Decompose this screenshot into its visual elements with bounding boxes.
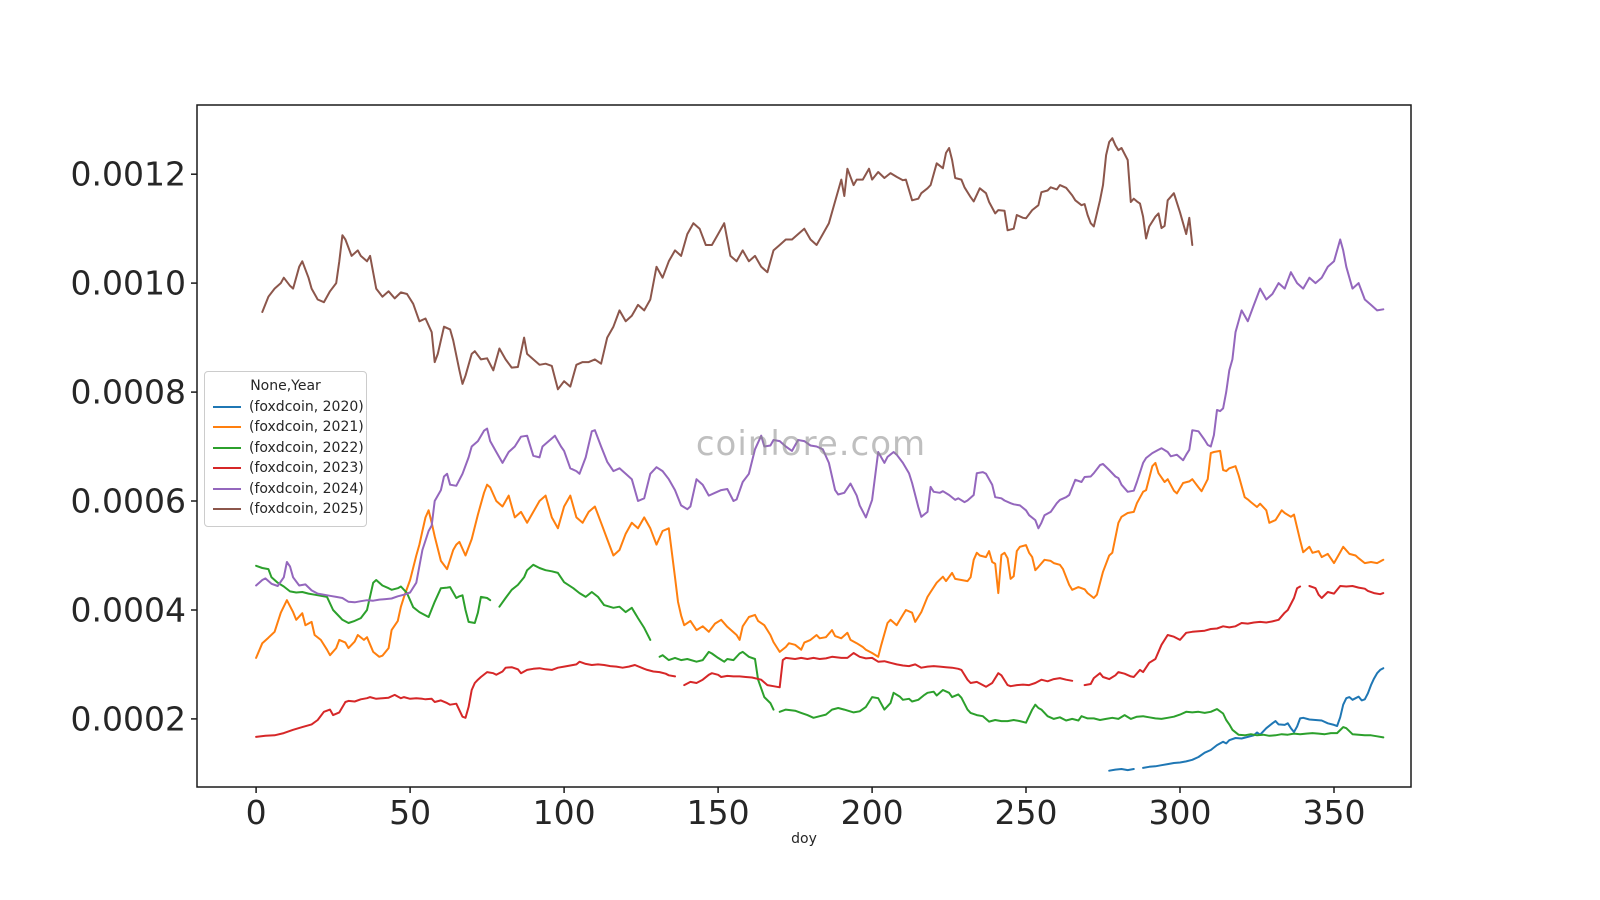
x-tick-label: 0 bbox=[246, 793, 267, 832]
series-line-2023 bbox=[255, 660, 676, 738]
series-line-2023 bbox=[1083, 585, 1302, 687]
y-tick-label: 0.0010 bbox=[71, 264, 186, 303]
watermark-text: coinlore.com bbox=[695, 424, 927, 464]
x-tick-label: 100 bbox=[533, 793, 596, 832]
y-tick-label: 0.0012 bbox=[71, 155, 186, 194]
legend: None,Year (foxdcoin, 2020) (foxdcoin, 202… bbox=[204, 371, 367, 527]
x-tick-label: 200 bbox=[841, 793, 904, 832]
series-line-2022 bbox=[778, 689, 1385, 739]
legend-label: (foxdcoin, 2023) bbox=[249, 460, 364, 476]
legend-label: (foxdcoin, 2022) bbox=[249, 439, 364, 456]
series-line-2025 bbox=[261, 137, 1194, 391]
legend-item-2020: (foxdcoin, 2020) bbox=[213, 397, 364, 418]
legend-label: (foxdcoin, 2020) bbox=[249, 398, 364, 415]
legend-line-swatch-2021 bbox=[213, 426, 241, 429]
legend-item-2024: (foxdcoin, 2024) bbox=[213, 479, 364, 500]
series-line-2024 bbox=[255, 238, 1385, 604]
legend-item-2021: (foxdcoin, 2021) bbox=[213, 417, 364, 438]
series-line-2022 bbox=[658, 650, 775, 711]
series-line-2022 bbox=[498, 563, 652, 641]
legend-item-2023: (foxdcoin, 2023) bbox=[213, 458, 364, 479]
x-tick-label: 300 bbox=[1149, 793, 1212, 832]
legend-line-swatch-2025 bbox=[213, 508, 241, 511]
x-tick-label: 150 bbox=[687, 793, 750, 832]
legend-line-swatch-2023 bbox=[213, 467, 241, 470]
y-tick-label: 0.0006 bbox=[71, 482, 186, 521]
series-line-2023 bbox=[683, 652, 1074, 689]
series-line-2022 bbox=[255, 564, 492, 624]
series-line-2020 bbox=[1142, 667, 1385, 769]
series-line-2020 bbox=[1108, 768, 1135, 772]
x-tick-label: 50 bbox=[389, 793, 431, 832]
y-tick-label: 0.0002 bbox=[71, 699, 186, 738]
legend-title: None,Year bbox=[250, 378, 321, 394]
series-line-2023 bbox=[1308, 585, 1385, 599]
x-tick-label: 250 bbox=[995, 793, 1058, 832]
legend-line-swatch-2024 bbox=[213, 487, 241, 490]
legend-item-2022: (foxdcoin, 2022) bbox=[213, 438, 364, 459]
x-axis-label: doy bbox=[791, 831, 817, 847]
legend-label: (foxdcoin, 2025) bbox=[249, 501, 364, 517]
x-tick-label: 350 bbox=[1303, 793, 1366, 832]
legend-label: (foxdcoin, 2024) bbox=[249, 480, 364, 497]
y-tick-label: 0.0004 bbox=[71, 591, 186, 630]
series-line-2021 bbox=[255, 449, 1385, 659]
axes-frame bbox=[196, 104, 1412, 788]
legend-item-2025: (foxdcoin, 2025) bbox=[213, 499, 364, 520]
legend-line-swatch-2020 bbox=[213, 405, 241, 408]
legend-label: (foxdcoin, 2021) bbox=[249, 419, 364, 435]
legend-line-swatch-2022 bbox=[213, 446, 241, 449]
y-tick-label: 0.0008 bbox=[71, 373, 186, 412]
